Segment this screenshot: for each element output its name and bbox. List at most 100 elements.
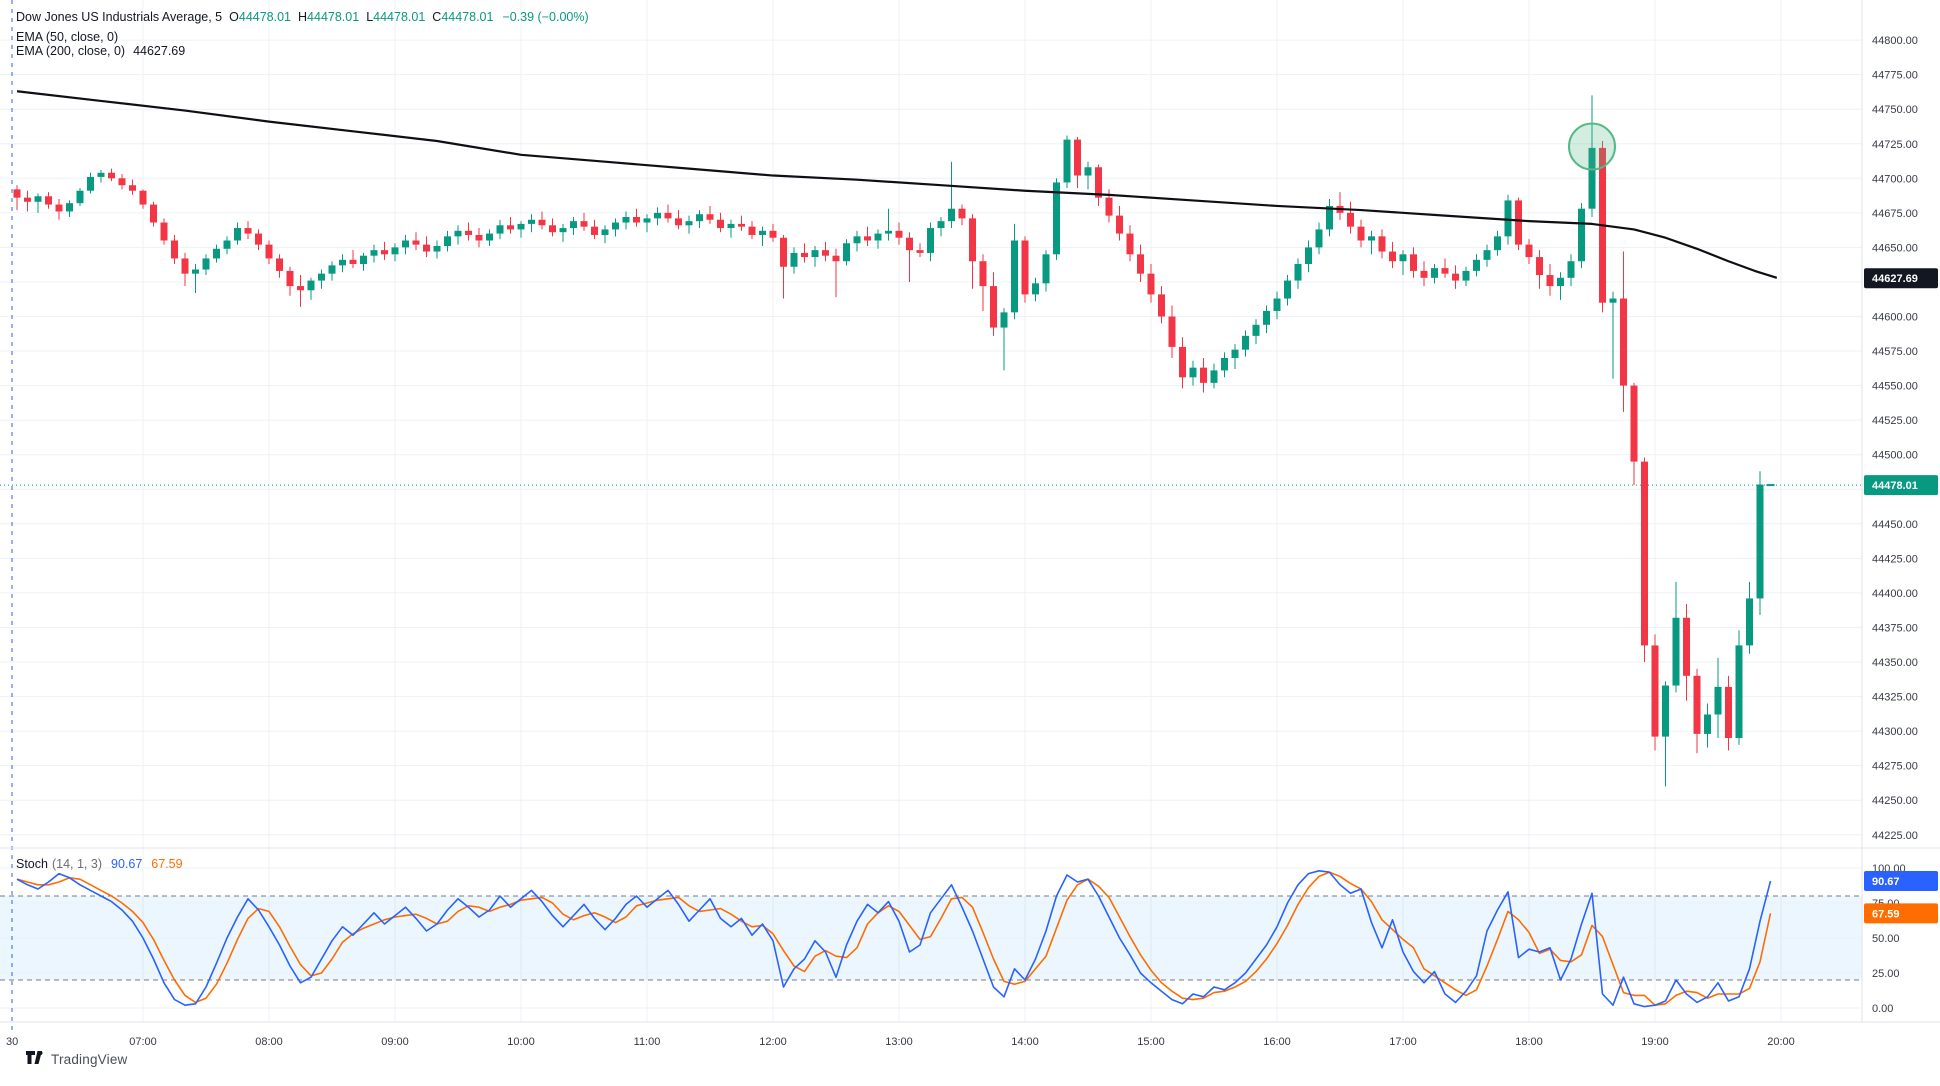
candle-body [1263,310,1270,325]
candle-body [1735,645,1743,739]
candle-body [139,190,147,205]
candle-body [1273,298,1281,311]
candle-body [1630,385,1638,462]
price-tick-label: 44375.00 [1872,622,1918,634]
time-axis[interactable]: 30 07:00 08:00 09:00 10:00 11:00 12:00 13:00 14:… [6,1036,1795,1048]
candle-body [286,270,294,287]
candle-body [1483,250,1491,260]
candle-body [906,237,913,251]
candle-body [1651,645,1659,737]
candle-body [1231,349,1239,358]
candle-body [1578,208,1585,262]
tradingview-logo[interactable]: TradingView [26,1051,128,1068]
symbol-title: Dow Jones US Industrials Average, 5 [16,10,223,24]
candle-body [591,226,598,235]
time-tick-label: 18:00 [1515,1036,1543,1048]
candle-body [517,223,525,230]
current-price-badge [1864,475,1938,496]
candle-body [202,258,210,270]
candle-body [895,230,903,238]
candle-body [108,172,115,179]
candle-body [1021,240,1029,295]
candle-body [1588,147,1596,209]
candle-body [454,230,462,237]
ema200-label: EMA (200, close, 0) [16,44,126,58]
price-tick-label: 44675.00 [1872,208,1918,220]
stoch-k-line [16,869,1772,1008]
price-tick-label: 44800.00 [1872,35,1918,47]
price-axis[interactable]: 44800.00 44775.00 44750.00 44725.00 44700.00… [1872,35,1918,1015]
candle-body [1011,240,1018,313]
candle-body [244,228,252,234]
candle-body [633,216,640,223]
candle-body [55,204,63,212]
candle-body [1357,226,1365,241]
candle-body [885,230,892,234]
candle-body [843,243,850,262]
price-tick-label: 44350.00 [1872,657,1918,669]
candle-body [507,225,514,230]
candle-body [87,176,94,191]
candle-body [129,185,136,191]
candle-body [1525,244,1533,258]
candle-body [685,221,693,226]
highlight-circle-annotation[interactable] [1568,122,1616,171]
candle-body [213,248,220,259]
candle-body [1095,167,1102,198]
time-tick-label: 12:00 [759,1036,787,1048]
price-tick-label: 44250.00 [1872,795,1918,807]
candle-body [780,237,787,267]
low-value: 44478.01 [373,10,426,24]
time-tick-label: 19:00 [1641,1036,1669,1048]
candle-body [391,247,399,255]
stoch-d-badge-text: 67.59 [1872,908,1900,920]
candle-body [664,212,672,219]
candle-body [1473,259,1480,271]
candle-body [339,259,346,266]
price-tick-label: 44775.00 [1872,70,1918,82]
ema50-legend-row[interactable]: EMA (50, close, 0) [16,30,118,44]
price-tick-label: 44550.00 [1872,381,1918,393]
candle-body [13,189,21,198]
candle-body [433,246,441,252]
candle-body [496,225,504,234]
candle-body [1641,461,1648,646]
ema200-legend-row[interactable]: EMA (200, close, 0) 44627.69 [16,44,185,58]
candle-body [1536,257,1543,276]
candle-body [160,222,168,241]
candle-body [927,228,934,253]
doji-bar [1766,484,1775,487]
candle-body [1693,675,1701,734]
candle-body [1315,229,1323,248]
candle-body [118,178,126,186]
candle-body [444,236,451,247]
candle-body [1441,268,1449,274]
candle-body [727,223,735,229]
symbol-legend-row[interactable]: Dow Jones US Industrials Average, 5 O 4447… [16,10,589,24]
price-tick-label: 44600.00 [1872,312,1918,324]
time-tick-label: 20:00 [1767,1036,1795,1048]
candle-body [1000,312,1008,328]
candle-body [1756,484,1764,599]
price-tick-label: 44300.00 [1872,726,1918,738]
candle-body [1620,298,1627,386]
candle-body [1053,182,1060,255]
ema200-line [16,90,1778,279]
time-tick-label: 09:00 [381,1036,409,1048]
candle-body [1179,346,1186,378]
candle-body [76,190,84,204]
candle-body [769,230,777,238]
candle-body [1609,298,1617,303]
candle-body [937,221,945,229]
open-label: O [229,10,239,24]
candle-body [832,255,840,262]
candle-body [486,233,493,241]
candle-body [1305,247,1312,264]
candle-body [318,273,325,281]
candle-body [349,259,357,264]
candle-body [1683,617,1690,676]
candle-body [1032,283,1039,295]
stoch-legend-row[interactable]: Stoch (14, 1, 3) 90.67 67.59 [16,857,183,871]
